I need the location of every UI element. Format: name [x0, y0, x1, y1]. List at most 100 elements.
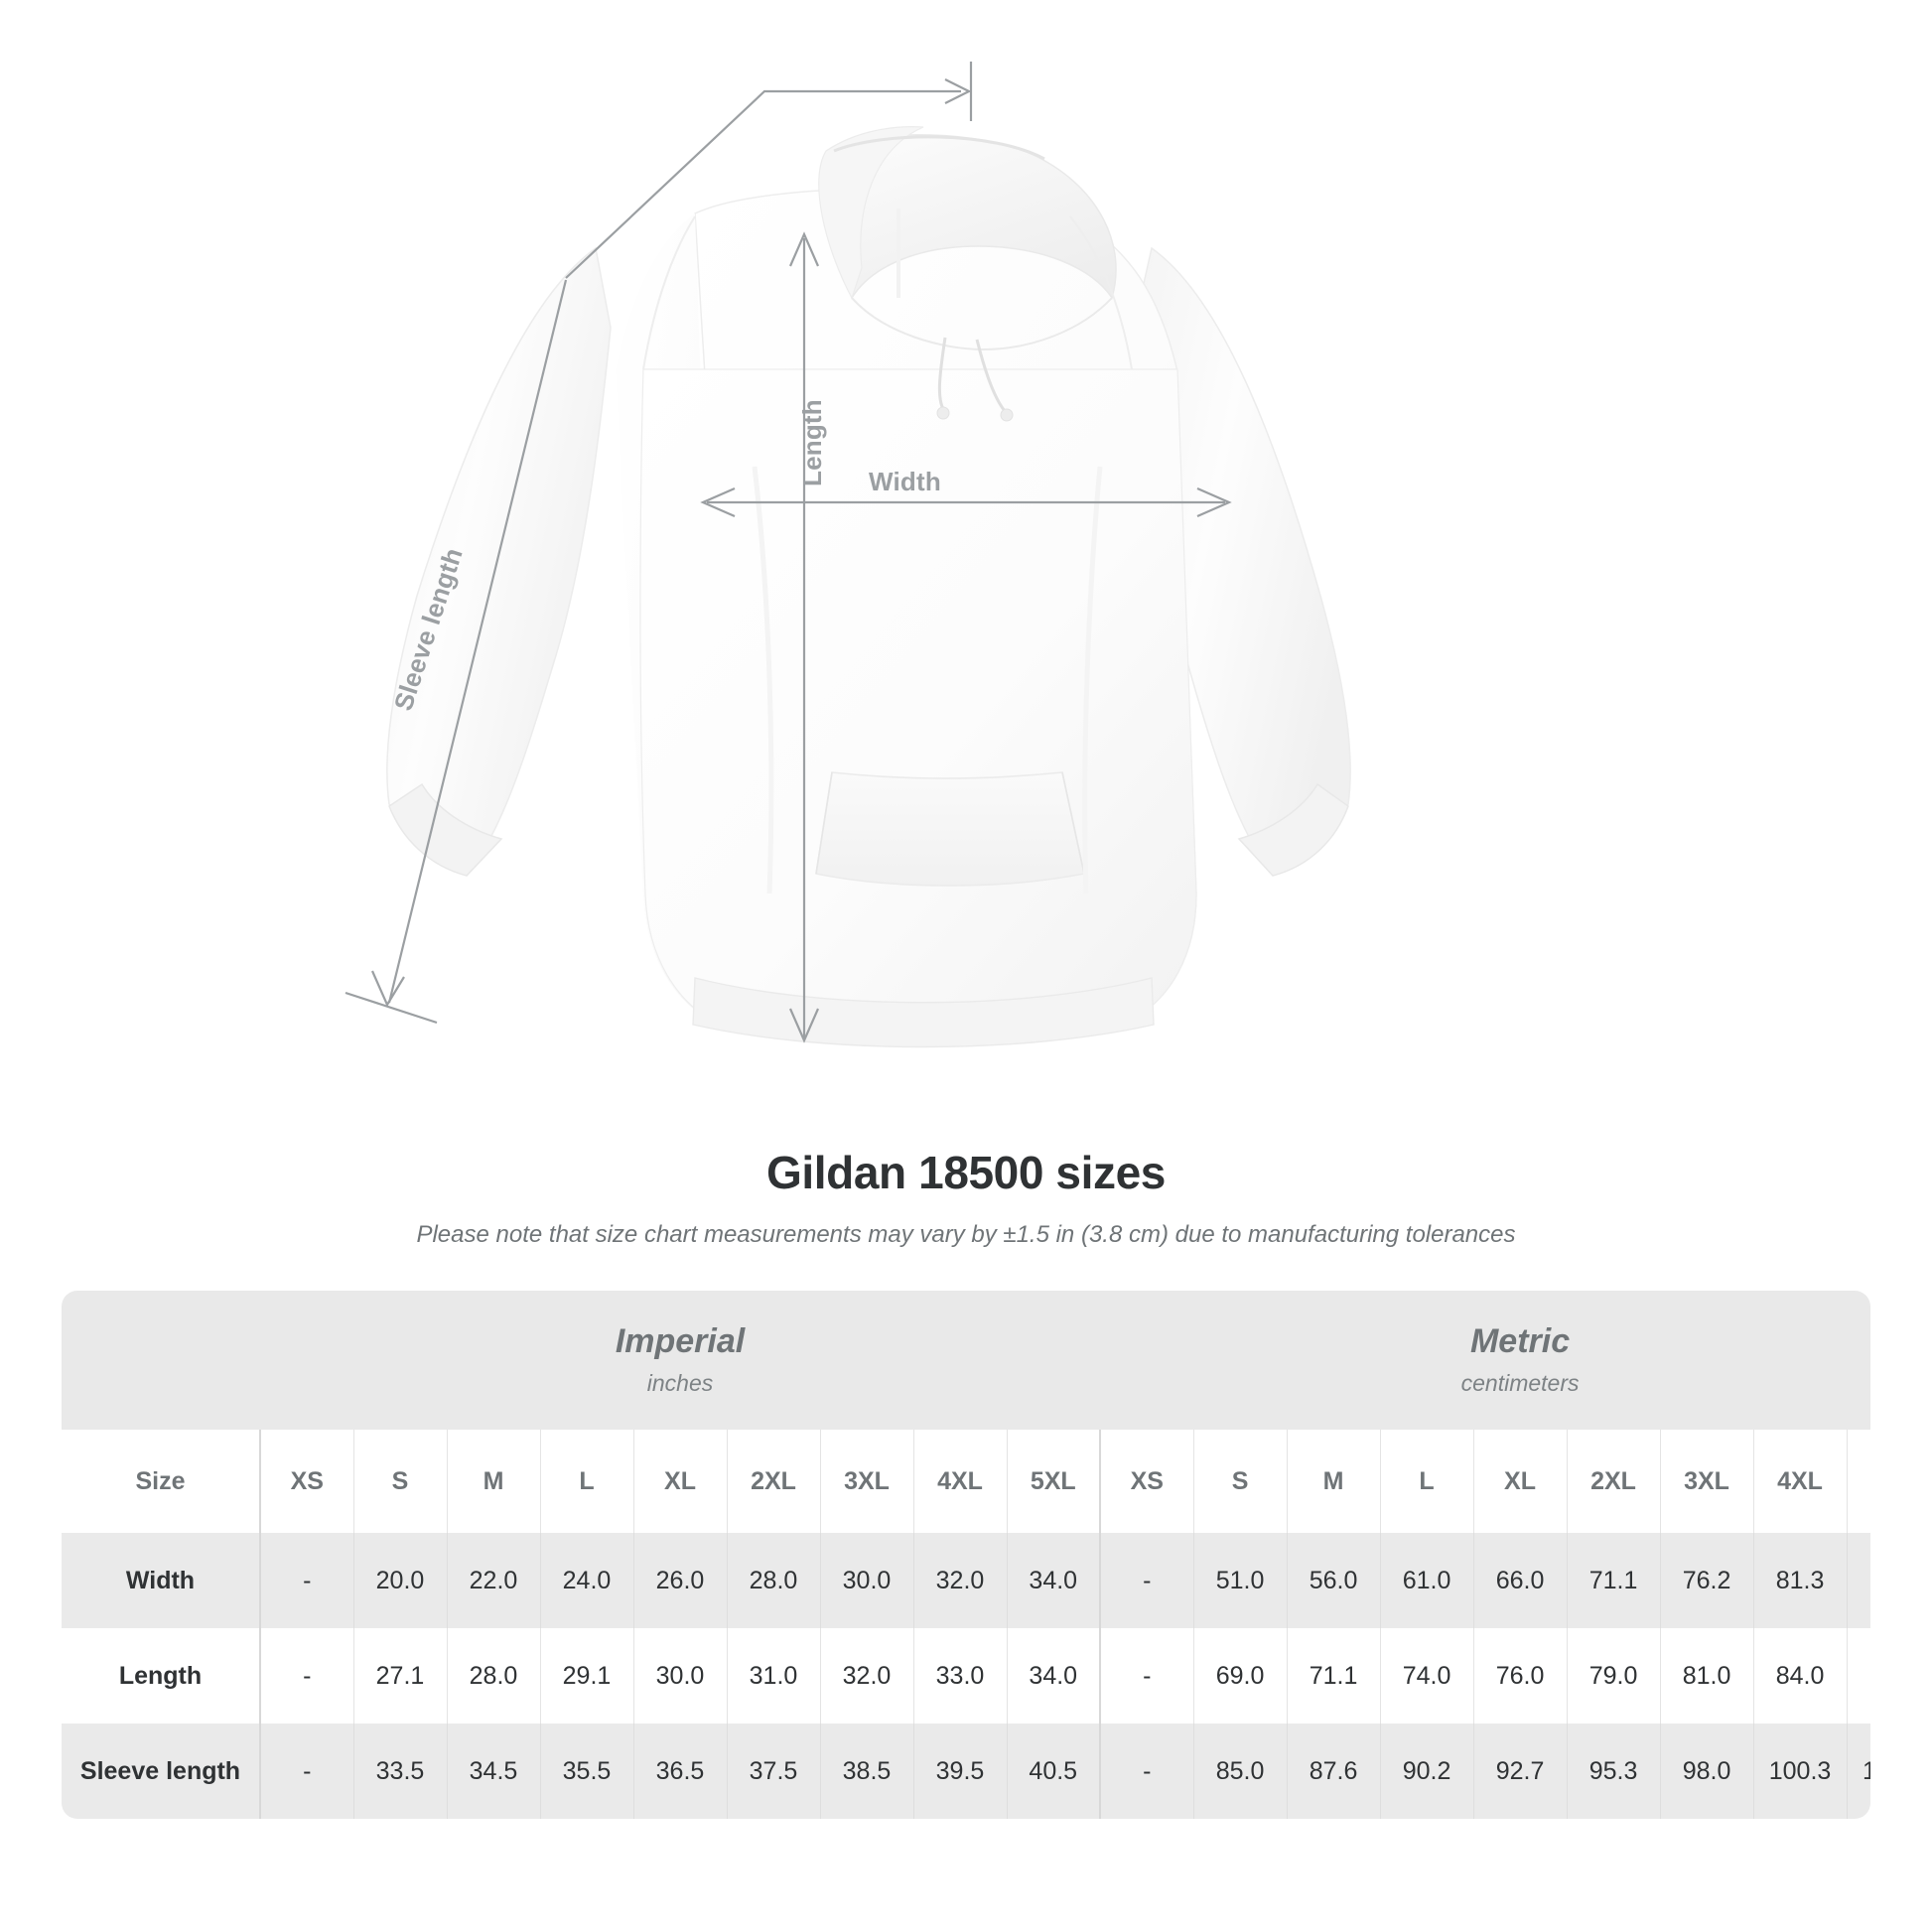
cell-width-imperial-m: 22.0	[447, 1533, 541, 1628]
cell-width-metric-xs: -	[1100, 1533, 1194, 1628]
sleeve-measure-arrowhead	[370, 970, 405, 1008]
cell-sleeve-length-metric-xs: -	[1100, 1724, 1194, 1819]
cell-sleeve-length-metric-s: 85.0	[1193, 1724, 1288, 1819]
size-header-metric-l: L	[1380, 1430, 1474, 1533]
size-header-imperial-3xl: 3XL	[820, 1430, 914, 1533]
cell-sleeve-length-imperial-m: 34.5	[447, 1724, 541, 1819]
page-title: Gildan 18500 sizes	[766, 1147, 1166, 1198]
size-header-imperial-m: M	[447, 1430, 541, 1533]
cell-length-metric-4xl: 84.0	[1753, 1628, 1848, 1724]
cell-length-imperial-l: 29.1	[540, 1628, 634, 1724]
cell-width-imperial-2xl: 28.0	[727, 1533, 821, 1628]
cell-length-metric-l: 74.0	[1380, 1628, 1474, 1724]
size-table: Imperial inches Metric centimeters Size XS S M L…	[62, 1291, 1870, 1819]
unit-header-row: Imperial inches Metric centimeters	[62, 1291, 1870, 1430]
sleeve-leader-arrowhead	[944, 78, 972, 104]
size-header-imperial-s: S	[353, 1430, 448, 1533]
size-header-metric-5xl: 5XL	[1847, 1430, 1870, 1533]
cell-sleeve-length-metric-2xl: 95.3	[1567, 1724, 1661, 1819]
size-header-metric-xs: XS	[1100, 1430, 1194, 1533]
cell-length-metric-2xl: 79.0	[1567, 1628, 1661, 1724]
cell-sleeve-length-metric-xl: 92.7	[1473, 1724, 1568, 1819]
sleeve-cuff-tick	[345, 991, 438, 1025]
size-header-metric-2xl: 2XL	[1567, 1430, 1661, 1533]
cell-sleeve-length-metric-m: 87.6	[1287, 1724, 1381, 1819]
cell-length-metric-m: 71.1	[1287, 1628, 1381, 1724]
hoodie-illustration	[345, 62, 1351, 1048]
length-label: Length	[797, 399, 827, 486]
cell-length-imperial-2xl: 31.0	[727, 1628, 821, 1724]
cell-width-imperial-xs: -	[260, 1533, 354, 1628]
row-label-sleeve-length: Sleeve length	[62, 1724, 261, 1819]
size-header-metric-xl: XL	[1473, 1430, 1568, 1533]
cell-width-imperial-l: 24.0	[540, 1533, 634, 1628]
unit-sublabel: centimeters	[1460, 1370, 1580, 1397]
cell-length-imperial-s: 27.1	[353, 1628, 448, 1724]
cell-sleeve-length-imperial-s: 33.5	[353, 1724, 448, 1819]
cell-width-imperial-s: 20.0	[353, 1533, 448, 1628]
size-header-imperial-xl: XL	[633, 1430, 728, 1533]
sleeve-measure-line	[387, 279, 568, 1004]
cell-length-metric-3xl: 81.0	[1660, 1628, 1754, 1724]
measure-lines	[345, 62, 1232, 1043]
cell-width-metric-4xl: 81.3	[1753, 1533, 1848, 1628]
cell-width-imperial-4xl: 32.0	[913, 1533, 1008, 1628]
cell-sleeve-length-imperial-l: 35.5	[540, 1724, 634, 1819]
cell-length-metric-5xl: 86.0	[1847, 1628, 1870, 1724]
unit-sublabel: inches	[646, 1370, 714, 1397]
unit-row-spacer	[62, 1291, 260, 1430]
cell-sleeve-length-imperial-xs: -	[260, 1724, 354, 1819]
cell-width-metric-2xl: 71.1	[1567, 1533, 1661, 1628]
cell-width-imperial-5xl: 34.0	[1007, 1533, 1102, 1628]
sleeve-leader-line	[565, 89, 961, 279]
tolerance-note: Please note that size chart measurements…	[416, 1221, 1516, 1248]
cell-length-metric-s: 69.0	[1193, 1628, 1288, 1724]
size-header-imperial-4xl: 4XL	[913, 1430, 1008, 1533]
cell-width-metric-xl: 66.0	[1473, 1533, 1568, 1628]
width-label: Width	[869, 467, 941, 496]
length-arrowhead-bottom	[788, 1008, 820, 1043]
cell-sleeve-length-imperial-3xl: 38.5	[820, 1724, 914, 1819]
size-header-metric-m: M	[1287, 1430, 1381, 1533]
cell-length-imperial-3xl: 32.0	[820, 1628, 914, 1724]
cell-sleeve-length-imperial-4xl: 39.5	[913, 1724, 1008, 1819]
cell-sleeve-length-metric-l: 90.2	[1380, 1724, 1474, 1819]
cell-length-imperial-5xl: 34.0	[1007, 1628, 1102, 1724]
garment-diagram: Length Width Sleeve length	[345, 62, 1351, 1048]
cell-length-imperial-xs: -	[260, 1628, 354, 1724]
table-row: Sleeve length -33.5 34.5 35.5 36.5 37.5 38.5 39…	[62, 1724, 1870, 1819]
cell-length-imperial-4xl: 33.0	[913, 1628, 1008, 1724]
unit-name: Imperial	[615, 1321, 746, 1360]
table-row: Width -20.0 22.0 24.0 26.0 28.0 30.0 32.0 34.0-5…	[62, 1533, 1870, 1628]
row-label-width: Width	[62, 1533, 261, 1628]
length-arrowhead-top	[788, 231, 820, 267]
table-row: Length -27.1 28.0 29.1 30.0 31.0 32.0 33.0 34.0-…	[62, 1628, 1870, 1724]
size-header-metric-s: S	[1193, 1430, 1288, 1533]
cell-length-imperial-xl: 30.0	[633, 1628, 728, 1724]
cell-sleeve-length-metric-4xl: 100.3	[1753, 1724, 1848, 1819]
size-header-metric-4xl: 4XL	[1753, 1430, 1848, 1533]
size-header-imperial-5xl: 5XL	[1007, 1430, 1102, 1533]
size-header-imperial-2xl: 2XL	[727, 1430, 821, 1533]
size-header-metric-3xl: 3XL	[1660, 1430, 1754, 1533]
cell-sleeve-length-imperial-5xl: 40.5	[1007, 1724, 1102, 1819]
row-label-length: Length	[62, 1628, 261, 1724]
width-arrowhead-left	[700, 486, 736, 518]
cell-length-imperial-m: 28.0	[447, 1628, 541, 1724]
size-header-row: SizeXSSMLXL2XL3XL4XL5XLXSSMLXL2XL3XL4XL5…	[62, 1430, 1870, 1533]
cell-sleeve-length-imperial-2xl: 37.5	[727, 1724, 821, 1819]
cell-sleeve-length-imperial-xl: 36.5	[633, 1724, 728, 1819]
cell-width-metric-5xl: 86.0	[1847, 1533, 1870, 1628]
cell-width-metric-3xl: 76.2	[1660, 1533, 1754, 1628]
cell-width-metric-l: 61.0	[1380, 1533, 1474, 1628]
cell-sleeve-length-metric-5xl: 102.9	[1847, 1724, 1870, 1819]
unit-header-imperial: Imperial inches	[260, 1291, 1101, 1430]
cell-width-imperial-3xl: 30.0	[820, 1533, 914, 1628]
cell-width-metric-m: 56.0	[1287, 1533, 1381, 1628]
size-table-wrapper: Imperial inches Metric centimeters Size XS S M L…	[62, 1291, 1870, 1819]
unit-name: Metric	[1469, 1321, 1571, 1360]
width-arrowhead-right	[1196, 486, 1232, 518]
chart-caption: Gildan 18500 sizes Please note that size…	[0, 1146, 1932, 1249]
cell-sleeve-length-metric-3xl: 98.0	[1660, 1724, 1754, 1819]
